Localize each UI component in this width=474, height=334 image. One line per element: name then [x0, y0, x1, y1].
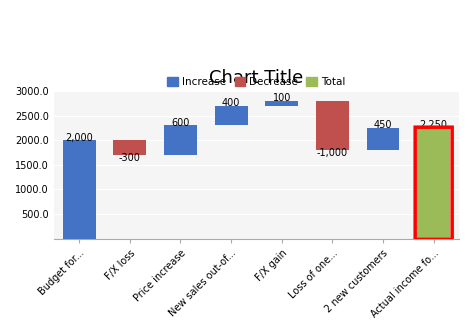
- Text: 100: 100: [273, 93, 291, 103]
- Text: -300: -300: [119, 153, 141, 163]
- Bar: [215, 106, 247, 126]
- Bar: [417, 128, 450, 238]
- Bar: [366, 128, 400, 150]
- Text: -1,000: -1,000: [317, 148, 348, 158]
- Legend: Increase, Decrease, Total: Increase, Decrease, Total: [164, 72, 349, 91]
- Text: 2,000: 2,000: [65, 133, 93, 143]
- Bar: [265, 101, 298, 106]
- Bar: [63, 140, 96, 238]
- Text: 2,250: 2,250: [419, 120, 447, 130]
- Text: 450: 450: [374, 120, 392, 130]
- Title: Chart Title: Chart Title: [209, 69, 303, 87]
- Bar: [316, 101, 349, 150]
- Bar: [113, 140, 146, 155]
- Bar: [164, 126, 197, 155]
- Text: 600: 600: [171, 118, 190, 128]
- Text: 400: 400: [222, 98, 240, 108]
